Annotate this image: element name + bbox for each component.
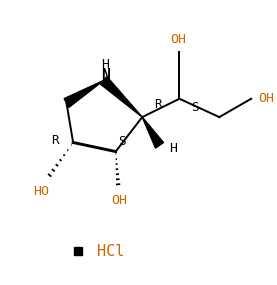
Text: OH: OH [258,92,274,105]
Text: R: R [51,134,58,147]
Text: OH: OH [112,194,128,207]
Text: S: S [118,135,126,148]
Polygon shape [101,77,142,117]
Text: N: N [101,68,109,83]
Text: H: H [101,58,109,71]
Text: OH: OH [170,33,186,46]
Text: R: R [154,98,162,111]
Text: H: H [169,142,177,155]
Polygon shape [64,80,104,107]
Text: S: S [191,101,199,114]
Text: HCl: HCl [97,244,124,259]
Text: HO: HO [33,185,49,198]
Polygon shape [142,117,163,148]
